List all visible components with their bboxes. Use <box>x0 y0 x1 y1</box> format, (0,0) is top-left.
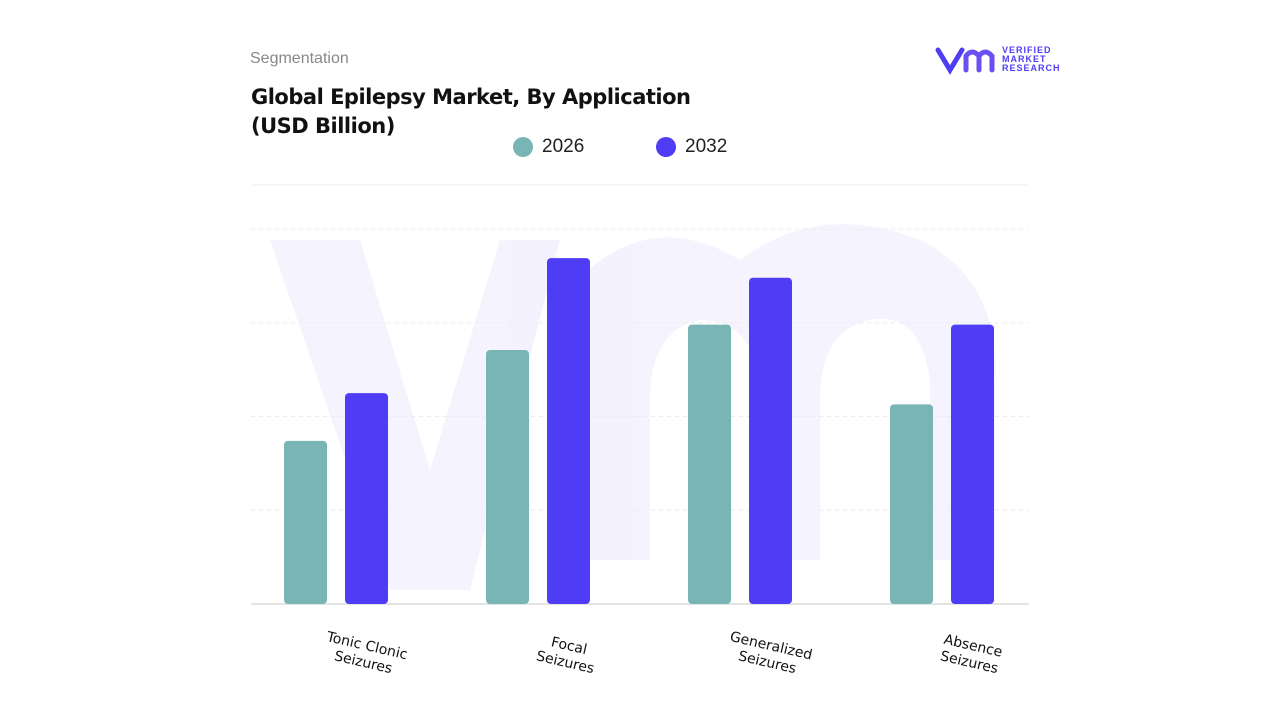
logo-text: VERIFIED MARKET RESEARCH <box>1002 46 1061 73</box>
bar <box>345 393 388 604</box>
chart-title: Global Epilepsy Market, By Application (… <box>251 85 691 138</box>
legend-marker <box>513 137 533 157</box>
legend-label: 2032 <box>685 136 728 157</box>
logo-line: VERIFIED <box>1002 45 1052 55</box>
legend-marker <box>656 137 676 157</box>
legend-label: 2026 <box>542 136 585 157</box>
bar <box>749 277 792 604</box>
bar <box>486 349 529 604</box>
bar <box>951 324 994 604</box>
logo-line: RESEARCH <box>1002 63 1061 73</box>
bar <box>547 258 590 604</box>
bar <box>688 324 731 604</box>
bar <box>284 440 327 604</box>
logo-line: MARKET <box>1002 54 1047 64</box>
logo-mark <box>935 47 995 75</box>
bar <box>890 404 933 604</box>
section-label: Segmentation <box>250 50 349 67</box>
